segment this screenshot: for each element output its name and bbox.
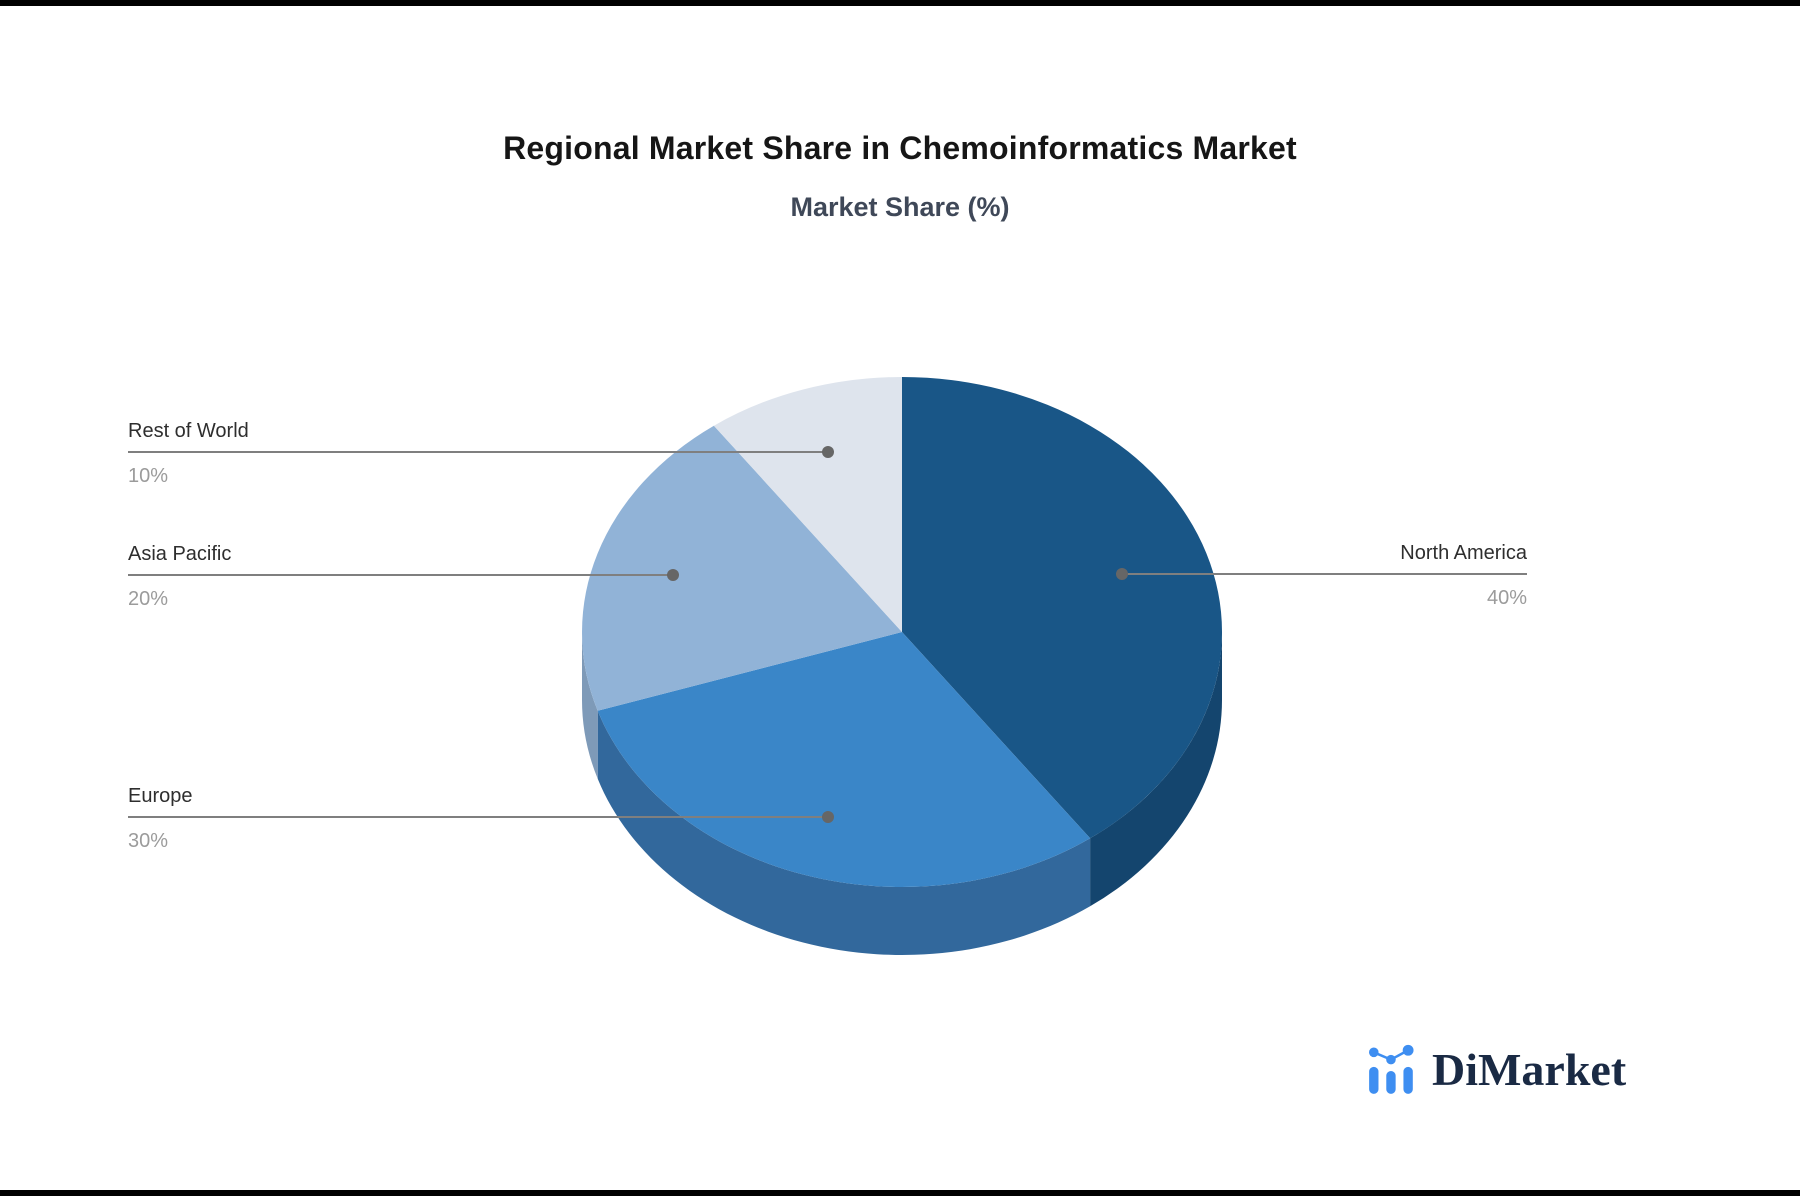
pie-side-europe <box>597 710 1091 955</box>
leader-dot-north-america <box>1116 568 1128 580</box>
top-border <box>0 0 1800 6</box>
slice-label-europe: Europe <box>128 785 193 807</box>
pie-side-north-america <box>1090 632 1222 907</box>
brand-logo[interactable]: DiMarket <box>1366 1042 1626 1098</box>
slice-label-asia-pacific: Asia Pacific <box>128 543 232 565</box>
pie-side-asia-pacific <box>582 632 598 779</box>
slice-label-rest-of-world: Rest of World <box>128 420 249 442</box>
slice-pct-asia-pacific: 20% <box>128 588 169 610</box>
slice-label-north-america: North America <box>1400 542 1527 564</box>
slice-pct-rest-of-world: 10% <box>128 465 169 487</box>
pie-slice-rest-of-world[interactable] <box>713 377 902 632</box>
chart-subtitle: Market Share (%) <box>790 192 1010 222</box>
leader-dot-rest-of-world <box>822 446 834 458</box>
chart-title: Regional Market Share in Chemoinformatic… <box>503 130 1297 166</box>
slice-pct-europe: 30% <box>128 830 169 852</box>
pie-slice-europe[interactable] <box>597 632 1091 887</box>
slice-pct-north-america: 40% <box>1486 587 1527 609</box>
pie-slice-asia-pacific[interactable] <box>582 425 902 711</box>
leader-dot-europe <box>822 811 834 823</box>
brand-logo-text: DiMarket <box>1432 1044 1627 1095</box>
bar-line-chart-icon <box>1369 1044 1414 1094</box>
pie-slice-north-america[interactable] <box>902 377 1223 839</box>
bottom-border <box>0 1190 1800 1196</box>
leader-dot-asia-pacific <box>667 569 679 581</box>
